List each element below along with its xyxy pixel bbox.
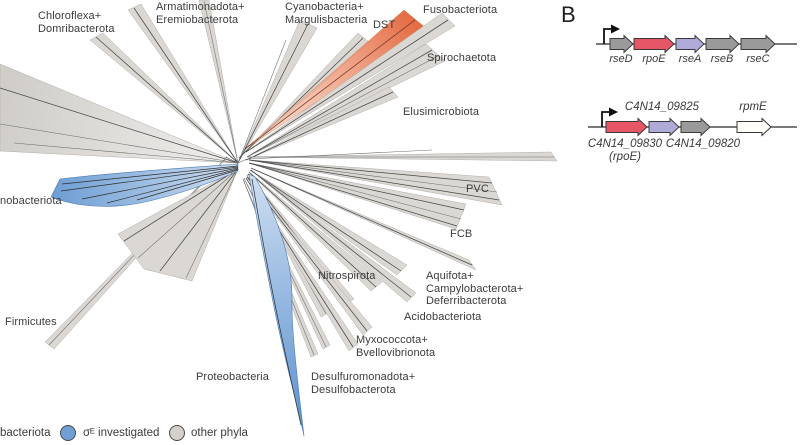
gene-arrow-c4n14-09825 [648,117,680,137]
gene-label-rseC: rseC [746,53,770,65]
gene-arrow-c4n14-09820 [680,117,711,137]
wedge-fusobacteriota-gray [245,12,456,153]
gene-arrow-rseD [609,34,634,54]
phylum-label-myxococcota: Myxococcota+ Bvellovibrionota [356,334,436,359]
gene-arrow-rseA [675,34,705,54]
gene-label-rseA: rseA [678,53,702,65]
phylum-label-elusimicrobiota: Elusimicrobiota [403,106,480,118]
phylum-label-cyanobacteria: Cyanobacteria+ Margulisbacteria [285,1,368,26]
wedge-aquifota [250,167,477,271]
phylum-label-fusobacteriota: Fusobacteriota [423,4,498,16]
gene-label-rpmE: rpmE [739,101,767,113]
phylum-label-proteobacteria: Proteobacteria [196,371,269,383]
phylum-label-desulfuromonadota: Desulfuromonadota+ Desulfobacterota [311,371,416,396]
promoter-arrow-2 [601,111,610,127]
gene-label-rseB: rseB [710,53,734,65]
phylum-label-fcb: FCB [450,228,473,240]
promoter-arrowhead-1 [611,24,620,34]
promoter-arrowhead-2 [609,107,618,117]
phylum-label-dst: DST [373,19,396,31]
legend-other-phyla-icon [169,425,185,441]
gene-arrow-rpoE [633,34,675,54]
legend-truncated-label: bacteriota [0,427,51,439]
gene-label-rpoE: rpoE [642,53,666,65]
gene-label-c4n14-09820: C4N14_09820 [665,138,741,150]
gene-label-rpoE-alias: (rpoE) [609,151,641,163]
wedge-right-spike [247,151,558,162]
promoter-arrow-1 [603,28,612,44]
wedge-pvc [248,159,503,206]
legend-investigated-icon [60,425,76,441]
gene-arrow-rseB [705,34,740,54]
phylum-label-actinobacteriota-truncated: nobacteriota [0,195,62,207]
gene-arrow-c4n14-09830 [605,117,648,137]
operon-c4n14-diagram [588,107,797,137]
wedge-top-spike [198,0,239,164]
gene-label-c4n14-09830: C4N14_09830 [587,138,663,150]
gene-arrow-rpmE [736,117,772,137]
gene-arrow-rseC [740,34,776,54]
phylum-label-armatimonadota: Armatimonadota+ Eremiobacterota [156,1,245,26]
legend-investigated-label: σᴱ investigated [83,427,160,439]
phylum-label-spirochaetota: Spirochaetota [427,52,497,64]
gene-label-rseD: rseD [609,53,633,65]
phylum-label-chloroflexa: Chloroflexa+ Domribacterota [38,10,115,35]
operon-rse-diagram [596,24,797,54]
phylum-label-pvc: PVC [466,183,489,195]
wedge-cyanobacteria [237,19,318,164]
wedge-armatimonadota [127,3,239,164]
phylum-label-nitrospirota: Nitrospirota [318,270,376,282]
gene-label-c4n14-09825: C4N14_09825 [624,101,700,113]
legend-other-phyla-label: other phyla [191,427,248,439]
wedge-elusimicrobiota [245,86,399,161]
panel-b-label: B [561,2,576,27]
wedge-left-group [0,63,239,164]
phylo-tree [0,0,558,437]
phylum-label-firmicutes: Firmicutes [5,316,57,328]
wedge-lowerleft-fan [117,168,239,282]
phylum-label-acidobacteriota: Acidobacteriota [404,311,482,323]
phylum-label-aquifota: Aquifota+ Campylobacterota+ Deferribacte… [426,270,524,307]
